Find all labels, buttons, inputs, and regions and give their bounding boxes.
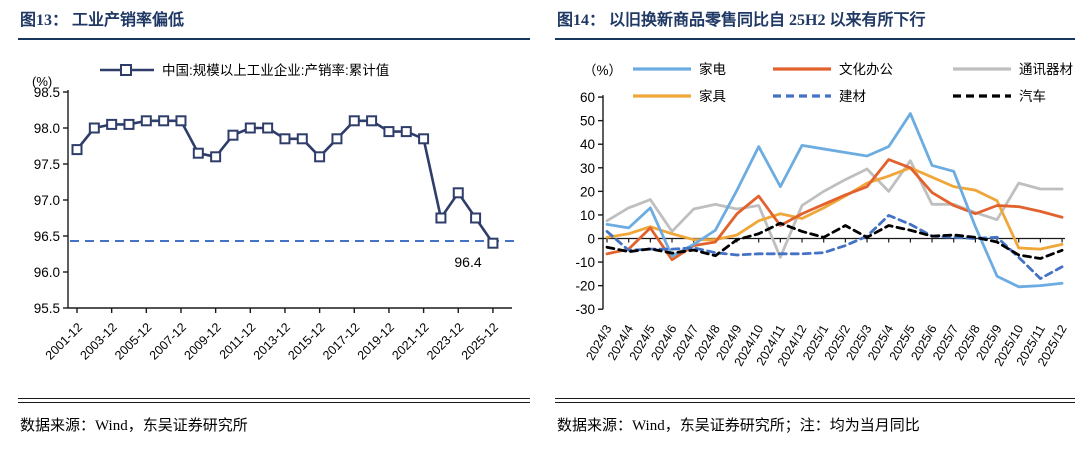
- y-tick-label: 50: [580, 114, 595, 129]
- y-tick-label: -20: [575, 279, 595, 294]
- series-marker: [244, 122, 256, 134]
- legend-marker-sample: [120, 64, 132, 76]
- legend-label: 中国:规模以上工业企业:产销率:累计值: [162, 62, 389, 78]
- x-tick-label: 2005-12: [112, 320, 154, 362]
- series-marker: [348, 115, 360, 127]
- y-tick-label: 98.0: [34, 121, 60, 136]
- figure-14-separator: [555, 398, 1075, 403]
- series-marker: [418, 133, 430, 145]
- series-marker: [279, 133, 291, 145]
- series-line-家具: [605, 166, 1064, 251]
- series-marker: [88, 122, 100, 134]
- series-marker: [175, 115, 187, 127]
- y-tick-label: 60: [580, 90, 595, 105]
- legend-label-家具: 家具: [699, 88, 726, 104]
- x-tick-label: 2023-12: [424, 320, 466, 362]
- figure-13-title: 图13： 工业产销率偏低: [18, 0, 530, 40]
- series-marker: [296, 133, 308, 145]
- y-axis-unit-label: (%): [32, 74, 52, 89]
- x-tick-label: 2009-12: [181, 320, 223, 362]
- figure-14-source: 数据来源：Wind，东吴证券研究所；注：均为当月同比: [557, 418, 920, 434]
- series-marker: [383, 126, 395, 138]
- x-tick-label: 2001-12: [43, 320, 85, 362]
- figure-13-chart: (%)98.598.097.597.096.596.095.52001-1220…: [32, 62, 516, 363]
- series-marker: [435, 212, 447, 224]
- y-tick-label: 40: [580, 137, 595, 152]
- figure-13-panel: 图13： 工业产销率偏低 (%) 98.5 98.0 97.5 97.0 96.5 96.0…: [18, 0, 530, 437]
- figure-13-separator: [18, 398, 530, 403]
- legend-label-通讯器材: 通讯器材: [1019, 62, 1073, 77]
- series-marker: [71, 144, 83, 156]
- y-tick-label: -10: [575, 255, 595, 270]
- last-value-annotation: 96.4: [454, 254, 481, 270]
- series-marker: [210, 151, 222, 163]
- series-marker: [470, 212, 482, 224]
- series-marker: [192, 147, 204, 159]
- x-tick-label: 2011-12: [217, 320, 259, 362]
- y-tick-label: 95.5: [34, 301, 60, 316]
- y-tick-label: 0: [587, 232, 595, 247]
- series-marker: [452, 187, 464, 199]
- series-marker: [123, 118, 135, 130]
- legend-label-建材: 建材: [839, 89, 866, 104]
- x-tick-label: 2015-12: [285, 320, 327, 362]
- y-tick-label: 30: [580, 161, 595, 176]
- figure-14-title: 图14： 以旧换新商品零售同比自 25H2 以来有所下行: [555, 0, 1075, 40]
- figure-14-chart: （%）6050403020100-10-20-302024/32024/4202…: [575, 61, 1073, 369]
- x-tick-label: 2007-12: [147, 320, 189, 362]
- series-marker: [314, 151, 326, 163]
- x-tick-label: 2003-12: [77, 320, 119, 362]
- x-tick-label: 2017-12: [320, 320, 362, 362]
- legend-label-文化办公: 文化办公: [839, 62, 893, 77]
- y-tick-label: 10: [580, 208, 595, 223]
- legend-label-家电: 家电: [699, 61, 726, 77]
- series-marker: [400, 126, 412, 138]
- series-marker: [227, 129, 239, 141]
- y-tick-label: 97.5: [34, 157, 60, 172]
- figure-13-source: 数据来源：Wind，东吴证券研究所: [20, 418, 248, 434]
- series-marker: [140, 115, 152, 127]
- series-line-建材: [605, 214, 1064, 280]
- series-marker: [366, 115, 378, 127]
- series-line-通讯器材: [605, 159, 1064, 259]
- figure-14-panel: 图14： 以旧换新商品零售同比自 25H2 以来有所下行 （%） 60 50 40 30…: [555, 0, 1075, 437]
- x-tick-label: 2025-12: [459, 320, 501, 362]
- x-tick-label: 2019-12: [355, 320, 397, 362]
- y-tick-label: 20: [580, 184, 595, 199]
- x-tick-label: 2013-12: [251, 320, 293, 362]
- series-line-文化办公: [605, 158, 1064, 262]
- series-marker: [331, 133, 343, 145]
- legend-label-汽车: 汽车: [1019, 88, 1046, 104]
- y-tick-label: -30: [575, 302, 595, 317]
- x-tick-label: 2021-12: [389, 320, 431, 362]
- series-marker: [262, 122, 274, 134]
- series-marker: [158, 115, 170, 127]
- series-line-汽车: [605, 221, 1064, 260]
- report-figures-row: 图13： 工业产销率偏低 (%) 98.5 98.0 97.5 97.0 96.5 96.0…: [18, 0, 1075, 437]
- series-marker: [106, 118, 118, 130]
- y-tick-label: 97.0: [34, 193, 60, 208]
- y-tick-label: 96.5: [34, 229, 60, 244]
- y-axis-unit-label: （%）: [583, 63, 622, 78]
- y-tick-label: 98.5: [34, 85, 60, 100]
- series-marker: [487, 237, 499, 249]
- y-tick-label: 96.0: [34, 265, 60, 280]
